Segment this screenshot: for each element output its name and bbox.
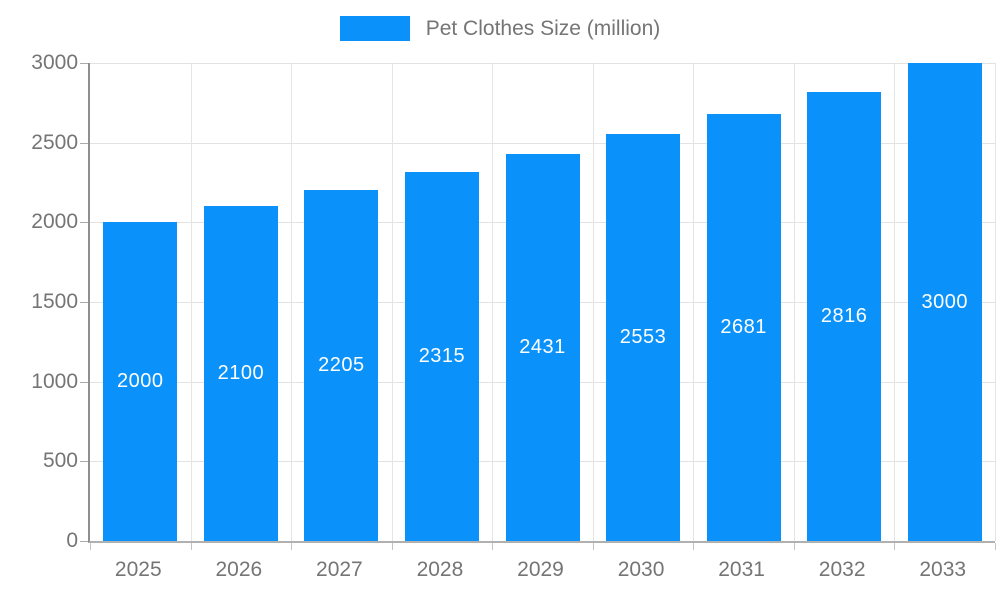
bar-value-label: 2315 bbox=[418, 345, 466, 368]
vertical-gridline bbox=[391, 63, 393, 541]
vertical-gridline bbox=[291, 63, 293, 541]
bar-value-label: 2205 bbox=[318, 353, 365, 376]
vertical-gridline bbox=[492, 63, 494, 541]
x-axis-tick bbox=[592, 543, 594, 550]
x-axis-category-label: 2027 bbox=[316, 558, 363, 581]
bar[interactable]: 2681 bbox=[706, 113, 781, 541]
bar-value-label: 2816 bbox=[820, 305, 868, 328]
x-axis-tick bbox=[391, 543, 393, 550]
legend[interactable]: Pet Clothes Size (million) bbox=[0, 16, 1000, 41]
y-axis-tick bbox=[80, 63, 88, 64]
y-axis-tick bbox=[80, 541, 88, 542]
bar[interactable]: 2100 bbox=[203, 206, 278, 541]
x-axis-category-label: 2031 bbox=[718, 558, 765, 581]
x-axis-tick bbox=[90, 543, 91, 550]
y-axis-tick bbox=[80, 222, 88, 224]
y-axis-tick-label: 2500 bbox=[31, 130, 78, 154]
plot-area: 2000 2100 2205 2315 2431 2553 2681 2816 3000 bbox=[80, 63, 996, 550]
y-axis-tick bbox=[80, 381, 88, 383]
x-axis-tick bbox=[995, 543, 996, 550]
x-axis-category-label: 2032 bbox=[818, 558, 866, 581]
x-axis-tick bbox=[894, 543, 896, 550]
vertical-gridline bbox=[592, 63, 594, 541]
x-axis-category-label: 2033 bbox=[919, 558, 967, 581]
legend-swatch bbox=[339, 16, 410, 41]
y-axis-tick bbox=[80, 142, 88, 144]
bar-value-label: 2000 bbox=[117, 370, 164, 393]
horizontal-gridline bbox=[90, 63, 995, 64]
bar[interactable]: 2000 bbox=[103, 222, 178, 541]
x-axis-category-label: 2028 bbox=[416, 558, 464, 581]
x-axis-tick bbox=[793, 543, 795, 550]
bar[interactable]: 2315 bbox=[404, 172, 479, 541]
bar-value-label: 2681 bbox=[720, 315, 767, 338]
bar[interactable]: 2431 bbox=[505, 153, 580, 541]
x-axis-category-label: 2029 bbox=[517, 558, 564, 581]
vertical-gridline bbox=[693, 63, 695, 541]
bar-value-label: 3000 bbox=[921, 290, 968, 313]
horizontal-gridline bbox=[90, 142, 995, 144]
x-axis-tick bbox=[291, 543, 293, 550]
x-axis-tick bbox=[693, 543, 695, 550]
x-axis-tick bbox=[492, 543, 494, 550]
x-axis-tick bbox=[190, 543, 192, 550]
x-axis-category-label: 2025 bbox=[114, 558, 162, 581]
bar[interactable]: 2553 bbox=[606, 134, 681, 541]
y-axis-tick-label: 1500 bbox=[31, 290, 78, 313]
vertical-gridline bbox=[894, 63, 896, 541]
vertical-gridline bbox=[190, 63, 192, 541]
bar-value-label: 2553 bbox=[619, 326, 667, 349]
legend-label: Pet Clothes Size (million) bbox=[425, 16, 661, 40]
vertical-gridline bbox=[995, 63, 996, 541]
y-axis-tick-label: 1000 bbox=[31, 369, 78, 393]
bar[interactable]: 2205 bbox=[304, 189, 379, 541]
vertical-gridline bbox=[793, 63, 795, 541]
bar-value-label: 2431 bbox=[519, 335, 566, 358]
y-axis-tick-label: 3000 bbox=[31, 51, 78, 74]
x-axis-category-label: 2030 bbox=[617, 558, 665, 581]
y-axis-tick-label: 500 bbox=[42, 449, 78, 473]
y-axis-tick bbox=[80, 302, 88, 303]
y-axis-tick-label: 0 bbox=[66, 529, 78, 552]
bar[interactable]: 3000 bbox=[907, 63, 982, 541]
bar-value-label: 2100 bbox=[217, 362, 265, 385]
y-axis-tick-label: 2000 bbox=[31, 210, 78, 234]
x-axis-category-label: 2026 bbox=[215, 558, 263, 581]
bar[interactable]: 2816 bbox=[807, 92, 882, 541]
y-axis-tick bbox=[80, 461, 88, 463]
